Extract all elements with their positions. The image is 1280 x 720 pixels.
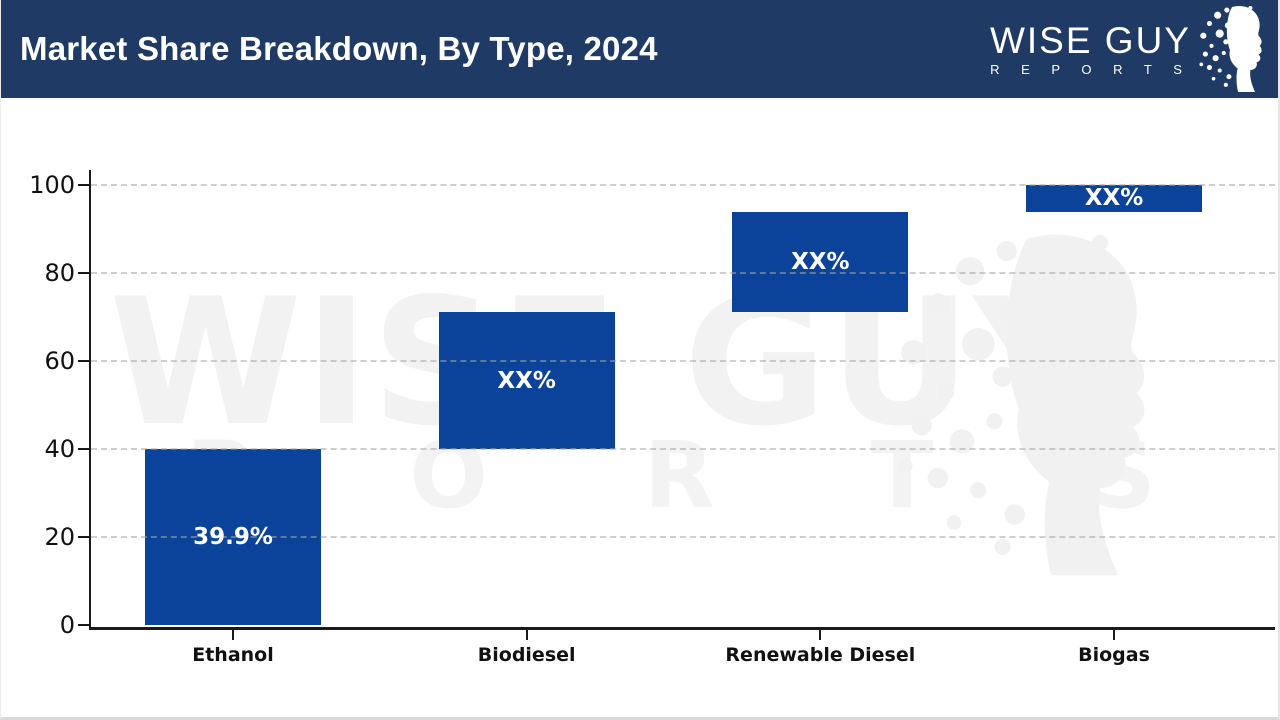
y-tick-mark-60 [78,360,89,362]
logo-text: WISE GUY R E P O R T S [990,22,1191,77]
gridline-40 [91,448,1275,450]
x-tick-mark-biogas [1113,630,1115,640]
watermark-head-icon [898,234,1145,576]
y-tick-label-80: 80 [44,259,75,287]
y-tick-label-60: 60 [44,347,75,375]
bar-value-label-biogas: XX% [1084,185,1144,212]
gridline-100 [91,184,1275,186]
y-tick-label-40: 40 [44,435,75,463]
gridline-60 [91,360,1275,362]
y-tick-label-100: 100 [29,170,75,199]
chart-title: Market Share Breakdown, By Type, 2024 [20,30,658,67]
y-tick-mark-40 [78,448,89,450]
plot-area: 39.9% Ethanol XX% Biodiesel XX% Renewable Die… [29,170,1275,666]
watermark-text-line2: P O R T S [186,422,1218,529]
bar-biogas [1026,185,1202,212]
x-tick-mark-renewable-diesel [819,630,822,640]
bar-biodiesel [438,311,615,450]
bar-value-label-biodiesel: XX% [497,367,556,394]
wise-guy-logo: WISE GUY R E P O R T S [990,5,1278,93]
bar-value-label-renewable-diesel: XX% [791,248,850,275]
y-tick-label-0: 0 [59,611,75,639]
y-tick-mark-0 [78,624,89,626]
x-axis-label-ethanol: Ethanol [192,644,274,666]
y-tick-label-20: 20 [44,523,75,551]
y-tick-mark-100 [78,184,89,186]
gridline-80 [91,272,1275,274]
logo-tagline: R E P O R T S [990,61,1191,77]
y-tick-mark-20 [78,536,89,538]
x-axis-label-renewable-diesel: Renewable Diesel [725,644,916,666]
y-tick-mark-80 [78,272,89,274]
x-tick-mark-ethanol [232,630,234,640]
gridline-20 [91,536,1275,538]
x-axis-label-biodiesel: Biodiesel [477,644,576,666]
logo-name: WISE GUY [989,19,1191,61]
x-tick-mark-biodiesel [525,630,528,640]
bar-renewable-diesel [732,211,909,312]
dotted-head-icon [1199,5,1262,92]
bar-value-label-ethanol: 39.9% [193,524,273,551]
x-axis-label-biogas: Biogas [1078,644,1150,666]
header-bar: Market Share Breakdown, By Type, 2024 WI… [1,0,1278,98]
